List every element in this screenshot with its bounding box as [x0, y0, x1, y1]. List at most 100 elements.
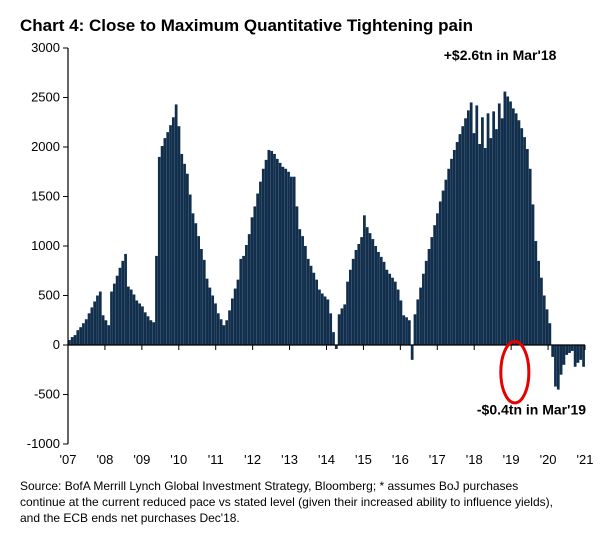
bar	[430, 237, 433, 345]
bar	[253, 206, 256, 345]
bar	[161, 146, 164, 345]
bar	[450, 159, 453, 345]
bar	[152, 322, 155, 345]
bar	[489, 138, 492, 345]
x-tick-label: '11	[208, 452, 224, 467]
bar	[175, 104, 178, 345]
chart-title: Chart 4: Close to Maximum Quantitative T…	[20, 16, 595, 36]
bar	[267, 150, 270, 345]
bar	[543, 296, 546, 346]
bar	[256, 194, 259, 345]
bar	[532, 204, 535, 345]
bar	[394, 282, 397, 345]
bar	[239, 259, 242, 345]
bar	[180, 154, 183, 345]
bar	[79, 327, 82, 345]
x-tick-label: '18	[466, 452, 483, 467]
bar	[158, 157, 161, 345]
bar	[515, 113, 518, 345]
bar	[349, 270, 352, 345]
bar	[369, 233, 372, 345]
bar	[371, 239, 374, 345]
bar	[265, 160, 268, 345]
bar	[343, 304, 346, 345]
bar	[402, 315, 405, 345]
bar	[90, 307, 93, 345]
bar	[473, 133, 476, 345]
bar	[270, 151, 273, 345]
bar	[214, 303, 217, 345]
bar	[529, 169, 532, 345]
bar	[329, 313, 332, 345]
bar	[220, 319, 223, 345]
bar	[321, 294, 324, 345]
source-line-3: and the ECB ends net purchases Dec'18.	[20, 510, 595, 526]
bar	[93, 301, 96, 345]
bar	[138, 303, 141, 345]
bar	[287, 172, 290, 345]
bar	[548, 323, 551, 345]
bar	[391, 278, 394, 345]
bar	[478, 144, 481, 345]
bar	[512, 108, 515, 345]
bar	[200, 249, 203, 345]
bar	[332, 332, 335, 345]
bar	[557, 345, 560, 390]
bar	[203, 260, 206, 345]
bar	[119, 268, 122, 345]
bar	[186, 174, 189, 345]
bar	[509, 101, 512, 345]
bar	[76, 330, 79, 345]
bar	[546, 309, 549, 345]
bar	[74, 335, 77, 345]
bar	[251, 217, 254, 345]
bar	[579, 345, 582, 360]
y-tick-label: 3000	[31, 42, 60, 55]
bar	[242, 256, 245, 345]
bar	[380, 257, 383, 345]
bar	[341, 308, 344, 345]
bar	[324, 296, 327, 345]
bar	[130, 290, 133, 345]
x-tick-label: '19	[503, 452, 520, 467]
bar	[419, 288, 422, 345]
bar-chart: -1000-500050010001500200025003000'07'08'…	[20, 42, 595, 472]
bar	[357, 244, 360, 345]
y-tick-label: 500	[38, 288, 60, 303]
bar	[293, 177, 296, 345]
bar	[290, 177, 293, 345]
bar	[189, 195, 192, 345]
bar	[520, 128, 523, 345]
bar	[484, 148, 487, 345]
bar	[487, 113, 490, 345]
y-tick-label: -500	[34, 387, 60, 402]
annotation-bottom: -$0.4tn in Mar'19	[477, 401, 586, 417]
bar	[124, 254, 127, 345]
chart-container: -1000-500050010001500200025003000'07'08'…	[20, 42, 595, 472]
bar	[352, 259, 355, 345]
y-tick-label: -1000	[27, 436, 60, 451]
bar	[459, 134, 462, 345]
bar	[386, 270, 389, 345]
bar	[211, 296, 214, 346]
bar	[397, 290, 400, 345]
bar	[442, 191, 445, 345]
bar	[568, 345, 571, 353]
bar	[346, 282, 349, 345]
bar	[301, 236, 304, 345]
bar	[248, 234, 251, 345]
source-line-2: continue at the current reduced pace vs …	[20, 494, 595, 510]
bar	[296, 206, 299, 345]
y-tick-label: 2500	[31, 90, 60, 105]
bar	[540, 278, 543, 345]
bar	[282, 167, 285, 345]
bar	[445, 180, 448, 345]
bar	[481, 117, 484, 345]
bar	[284, 169, 287, 345]
bar	[96, 296, 99, 346]
bar	[279, 163, 282, 345]
bar	[577, 345, 580, 363]
bar	[88, 313, 91, 345]
bar	[492, 111, 495, 345]
x-tick-label: '12	[244, 452, 261, 467]
